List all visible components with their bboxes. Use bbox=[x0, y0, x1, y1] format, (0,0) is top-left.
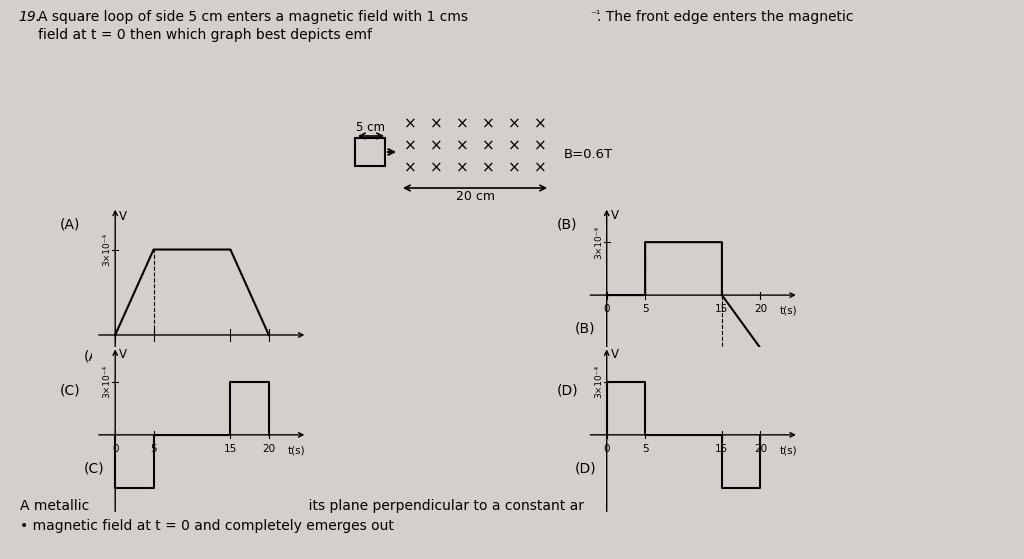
Text: (B): (B) bbox=[557, 217, 578, 231]
Text: (C): (C) bbox=[83, 461, 104, 475]
Text: 3×10⁻⁴: 3×10⁻⁴ bbox=[102, 366, 112, 399]
Text: . The front edge enters the magnetic: . The front edge enters the magnetic bbox=[597, 10, 853, 24]
Text: 20: 20 bbox=[262, 444, 275, 454]
Text: 19.: 19. bbox=[18, 10, 40, 24]
Text: 5: 5 bbox=[642, 444, 648, 454]
Text: ×: × bbox=[481, 116, 495, 131]
Text: (D): (D) bbox=[574, 461, 596, 475]
Text: 5 cm: 5 cm bbox=[356, 121, 385, 134]
Text: 0: 0 bbox=[603, 304, 610, 314]
Text: B=0.6T: B=0.6T bbox=[564, 148, 613, 160]
Text: • magnetic field at t = 0 and completely emerges out: • magnetic field at t = 0 and completely… bbox=[20, 519, 394, 533]
Text: ×: × bbox=[403, 116, 417, 131]
Text: (A): (A) bbox=[60, 217, 80, 231]
Text: (C): (C) bbox=[60, 384, 81, 398]
Text: 15: 15 bbox=[716, 444, 728, 454]
Text: ×: × bbox=[481, 139, 495, 154]
Text: ×: × bbox=[534, 139, 547, 154]
Text: ×: × bbox=[430, 139, 442, 154]
Text: t(s): t(s) bbox=[779, 306, 797, 316]
Text: ×: × bbox=[481, 160, 495, 176]
Text: 15: 15 bbox=[224, 349, 237, 359]
Text: 5: 5 bbox=[151, 349, 157, 359]
Text: ×: × bbox=[534, 160, 547, 176]
Text: V: V bbox=[119, 210, 127, 222]
Bar bbox=[355, 138, 385, 166]
Text: ×: × bbox=[430, 160, 442, 176]
Text: 3×10⁻⁴: 3×10⁻⁴ bbox=[594, 226, 603, 259]
Text: ×: × bbox=[430, 116, 442, 131]
Text: (D): (D) bbox=[557, 384, 579, 398]
Text: ×: × bbox=[456, 160, 468, 176]
Text: 3×10⁻⁴: 3×10⁻⁴ bbox=[594, 366, 603, 399]
Text: ⁻¹: ⁻¹ bbox=[590, 10, 600, 20]
Text: 0: 0 bbox=[603, 444, 610, 454]
Text: ×: × bbox=[508, 160, 520, 176]
Text: 20: 20 bbox=[754, 304, 767, 314]
Text: ×: × bbox=[403, 139, 417, 154]
Text: ×: × bbox=[456, 116, 468, 131]
Text: 5: 5 bbox=[151, 444, 157, 454]
Text: ×: × bbox=[456, 139, 468, 154]
Text: 20: 20 bbox=[754, 444, 767, 454]
Text: A metallic ring is dropped down, keeping its plane perpendicular to a constant a: A metallic ring is dropped down, keeping… bbox=[20, 499, 657, 513]
Text: field at t = 0 then which graph best depicts emf: field at t = 0 then which graph best dep… bbox=[38, 28, 372, 42]
Text: (A): (A) bbox=[84, 349, 103, 363]
Text: 20: 20 bbox=[262, 349, 275, 359]
Text: t(s): t(s) bbox=[288, 352, 305, 362]
Text: ×: × bbox=[403, 160, 417, 176]
Text: ×: × bbox=[508, 116, 520, 131]
Text: 15: 15 bbox=[716, 304, 728, 314]
Text: t(s): t(s) bbox=[288, 446, 305, 456]
Text: 0: 0 bbox=[112, 349, 119, 359]
Text: V: V bbox=[610, 348, 618, 361]
Text: 15: 15 bbox=[224, 444, 237, 454]
Text: 0: 0 bbox=[112, 444, 119, 454]
Text: (B): (B) bbox=[574, 321, 596, 335]
Text: ×: × bbox=[534, 116, 547, 131]
Text: 5: 5 bbox=[642, 304, 648, 314]
Text: t(s): t(s) bbox=[779, 446, 797, 456]
Text: ×: × bbox=[508, 139, 520, 154]
Text: A square loop of side 5 cm enters a magnetic field with 1 cms: A square loop of side 5 cm enters a magn… bbox=[38, 10, 468, 24]
Text: 20 cm: 20 cm bbox=[456, 190, 495, 203]
Text: V: V bbox=[119, 348, 127, 361]
Text: 3×10⁻⁴: 3×10⁻⁴ bbox=[102, 233, 112, 266]
Text: V: V bbox=[610, 209, 618, 221]
